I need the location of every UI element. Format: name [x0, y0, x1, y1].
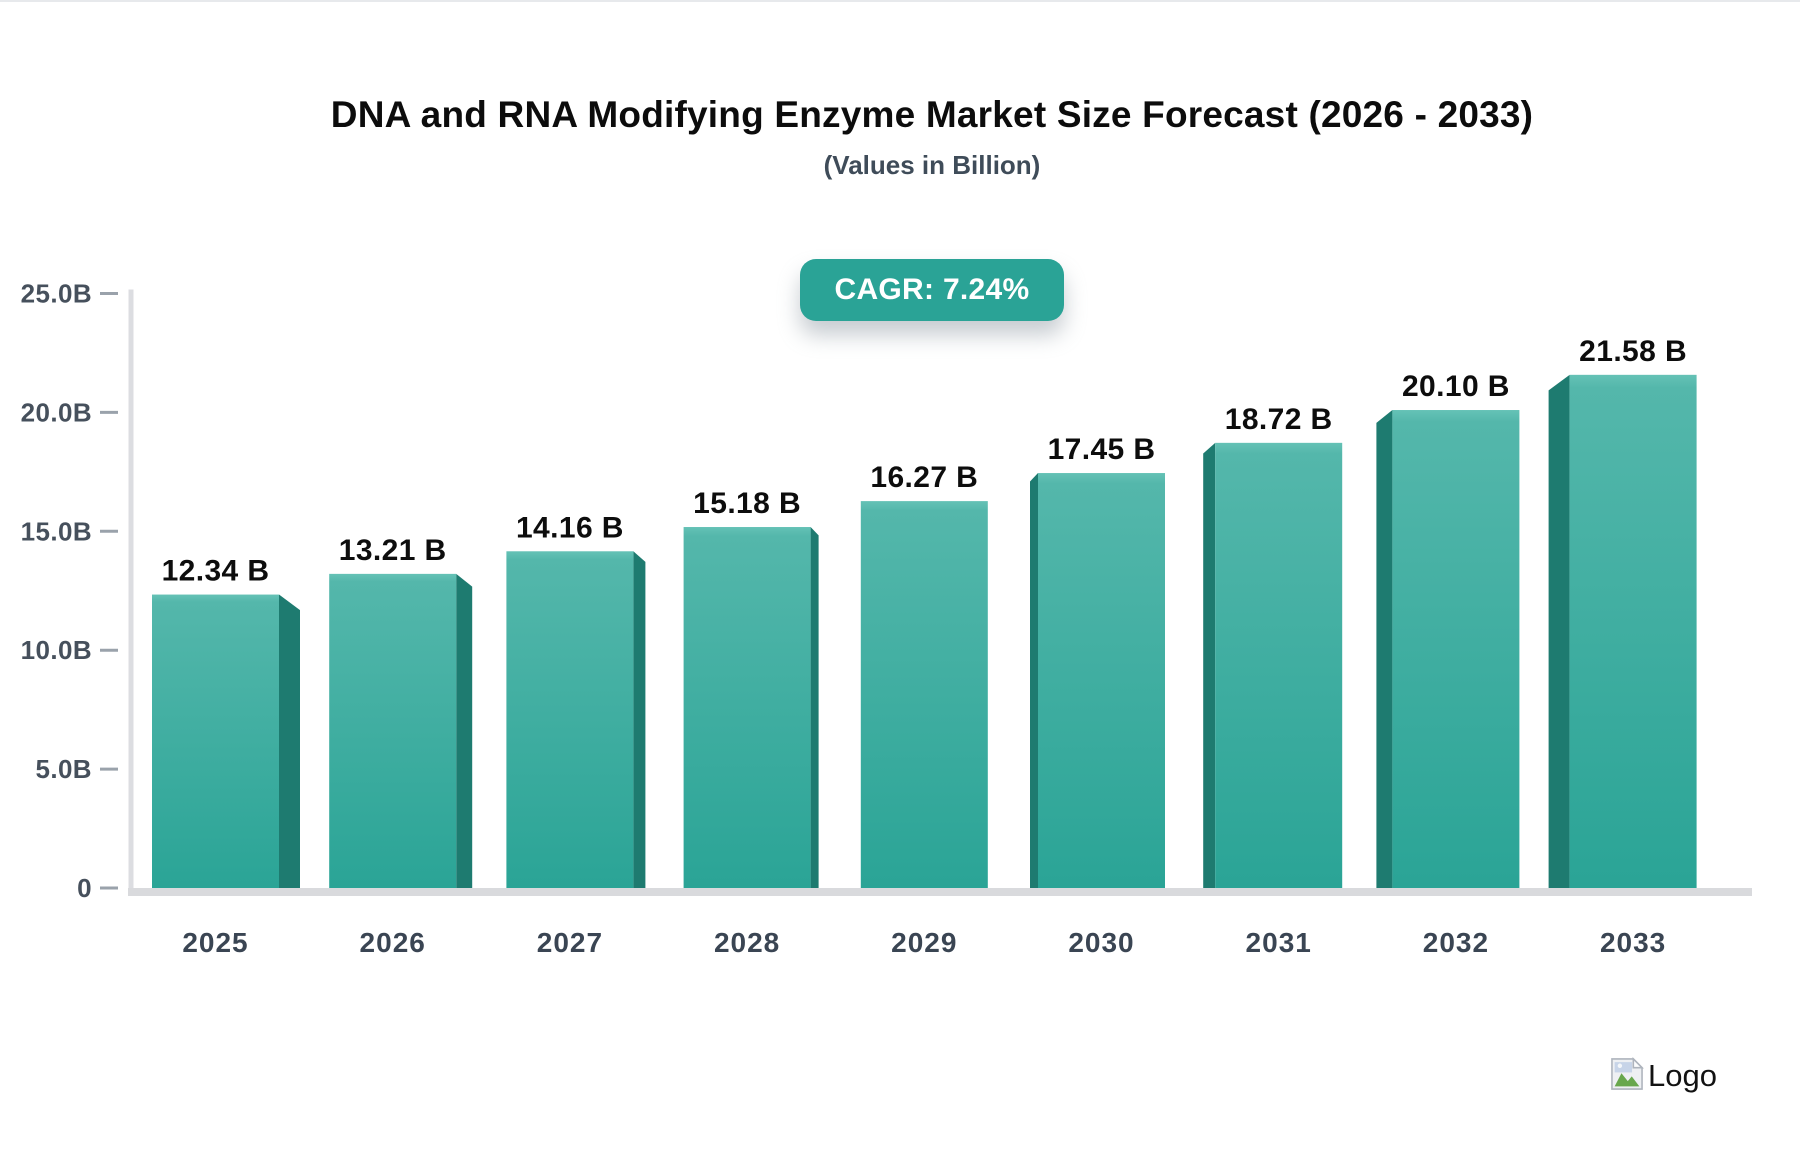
x-axis-label: 2030 [1068, 927, 1134, 958]
bar-side-2033 [1548, 374, 1570, 890]
bar-value-label: 14.16 B [516, 511, 624, 544]
bar-side-2027 [633, 551, 646, 890]
bar-2027 [506, 551, 634, 890]
broken-image-icon [1611, 1057, 1644, 1090]
chart-title: DNA and RNA Modifying Enzyme Market Size… [330, 94, 1534, 135]
bar-value-label: 21.58 B [1579, 335, 1687, 368]
chart-subtitle: (Values in Billion) [823, 150, 1041, 180]
chart-header: DNA and RNA Modifying Enzyme Market Size… [64, 94, 1800, 181]
y-axis-label: 15.0B [21, 516, 92, 546]
bar-2030 [1038, 473, 1165, 890]
x-axis-label: 2033 [1600, 927, 1666, 958]
bar-2025 [152, 594, 279, 890]
x-axis-label: 2027 [537, 927, 603, 958]
cagr-badge: CAGR: 7.24% [800, 259, 1064, 321]
bar-side-2028 [810, 527, 819, 890]
y-axis-label: 0 [77, 873, 92, 903]
y-axis-label: 10.0B [21, 635, 92, 665]
bar-side-2026 [456, 573, 473, 890]
bar-side-2032 [1376, 410, 1393, 890]
bar-2033 [1569, 374, 1697, 890]
bar-value-label: 12.34 B [162, 555, 270, 588]
x-axis-label: 2029 [891, 927, 957, 958]
logo: Logo [1608, 1057, 1717, 1094]
x-axis-label: 2031 [1246, 927, 1312, 958]
y-axis-label: 25.0B [21, 279, 92, 309]
bar-value-label: 15.18 B [693, 487, 801, 520]
bar-value-label: 13.21 B [339, 534, 447, 567]
bar-side-2030 [1030, 473, 1038, 890]
x-axis-label: 2032 [1423, 927, 1489, 958]
bar-2032 [1392, 410, 1520, 890]
bar-value-label: 18.72 B [1225, 403, 1333, 436]
bar-value-label: 20.10 B [1402, 370, 1510, 403]
bar-2026 [329, 573, 457, 890]
bar-2028 [683, 527, 811, 890]
bar-2029 [860, 501, 988, 890]
y-axis-label: 5.0B [35, 754, 92, 784]
bar-value-label: 17.45 B [1048, 433, 1156, 466]
x-axis-label: 2025 [182, 927, 248, 958]
bar-2031 [1215, 442, 1343, 890]
x-axis-label: 2028 [714, 927, 780, 958]
bar-value-label: 16.27 B [870, 461, 978, 494]
bar-side-2031 [1203, 442, 1216, 890]
x-axis-label: 2026 [360, 927, 426, 958]
logo-text: Logo [1648, 1058, 1717, 1093]
y-axis-label: 20.0B [21, 397, 92, 427]
bar-side-2025 [279, 594, 300, 890]
x-axis-baseline [128, 888, 1752, 896]
